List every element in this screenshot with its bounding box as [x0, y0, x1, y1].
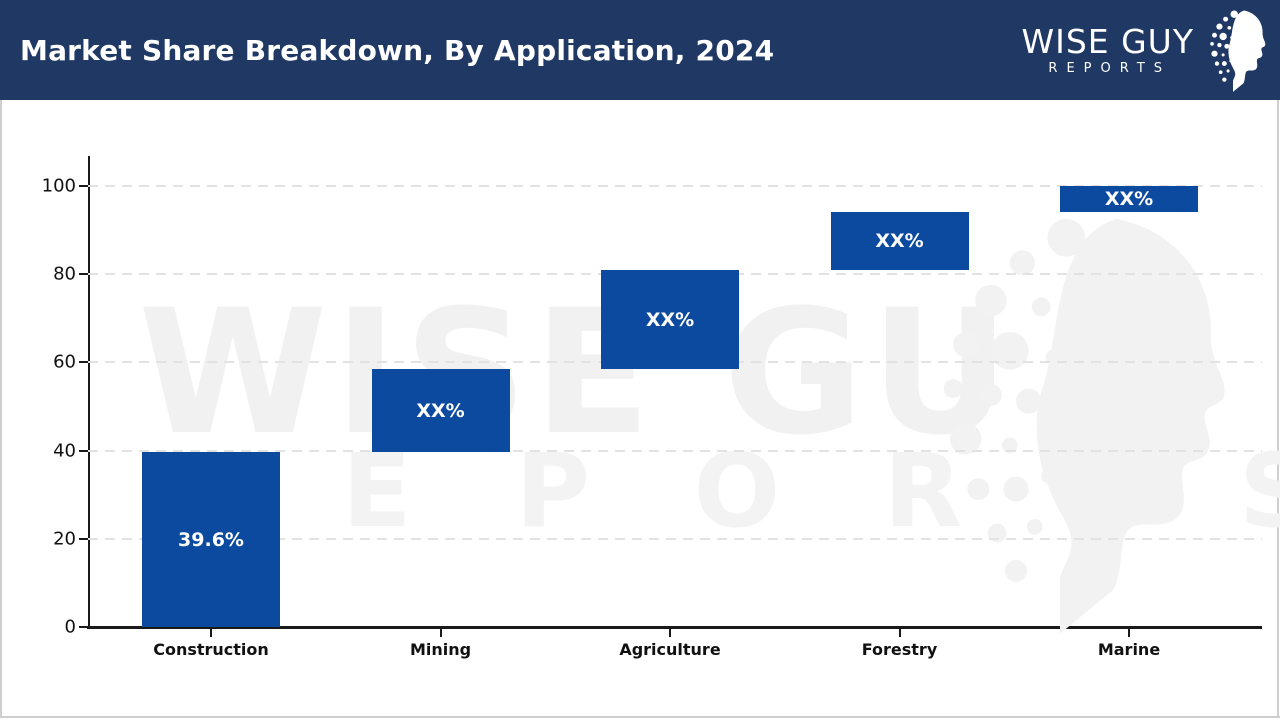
page-title: Market Share Breakdown, By Application, …: [20, 33, 775, 67]
bar-value-label-mining: XX%: [416, 399, 465, 422]
y-tick-label-0: 0: [64, 616, 76, 638]
x-axis-label-construction: Construction: [153, 640, 269, 659]
y-axis-line: [88, 156, 90, 628]
bar-value-label-agriculture: XX%: [645, 308, 695, 331]
x-tick-mark-construction: [210, 629, 212, 637]
x-axis-label-agriculture: Agriculture: [619, 640, 721, 659]
bar-mining: XX%: [371, 369, 510, 453]
y-tick-mark-0: [79, 626, 88, 628]
x-axis-label-marine: Marine: [1097, 640, 1161, 659]
bar-value-label-marine: XX%: [1104, 187, 1154, 210]
bar-value-label-forestry: XX%: [875, 229, 924, 252]
brand-logo-text: WISE GUY REPORTS: [1021, 25, 1194, 75]
y-tick-mark-40: [79, 449, 88, 452]
x-tick-mark-mining: [439, 629, 442, 637]
x-tick-mark-marine: [1128, 629, 1130, 637]
brand-name: WISE GUY: [1021, 22, 1194, 61]
brand-subname: REPORTS: [1048, 61, 1172, 76]
y-tick-mark-80: [79, 273, 88, 276]
x-axis-label-mining: Mining: [409, 640, 472, 659]
x-tick-mark-agriculture: [669, 629, 671, 637]
y-tick-mark-60: [79, 361, 88, 364]
x-tick-mark-forestry: [898, 629, 901, 637]
y-tick-label-60: 60: [53, 351, 76, 373]
frame-edge-right: [1277, 100, 1279, 718]
frame-edge-bottom: [0, 716, 1280, 718]
y-tick-label-100: 100: [41, 175, 76, 197]
head-profile-dots-icon: [1210, 10, 1266, 92]
gridline-40: [88, 449, 1262, 452]
x-axis-line: [87, 626, 1262, 629]
brand-logo: WISE GUY REPORTS: [1021, 6, 1280, 94]
y-tick-label-40: 40: [53, 440, 76, 462]
y-tick-label-80: 80: [53, 263, 76, 285]
y-tick-label-20: 20: [53, 528, 76, 550]
y-tick-mark-20: [79, 537, 88, 540]
bar-agriculture: XX%: [601, 269, 739, 370]
gridline-100: [88, 185, 1262, 187]
bar-marine: XX%: [1060, 186, 1198, 212]
gridline-20: [88, 537, 1262, 540]
header-bar: Market Share Breakdown, By Application, …: [0, 0, 1280, 100]
y-tick-mark-100: [79, 185, 88, 187]
frame-edge-left: [0, 100, 2, 718]
bar-construction: 39.6%: [142, 452, 280, 627]
bar-value-label-construction: 39.6%: [178, 528, 244, 551]
bar-forestry: XX%: [830, 211, 969, 270]
x-axis-label-forestry: Forestry: [861, 640, 938, 659]
